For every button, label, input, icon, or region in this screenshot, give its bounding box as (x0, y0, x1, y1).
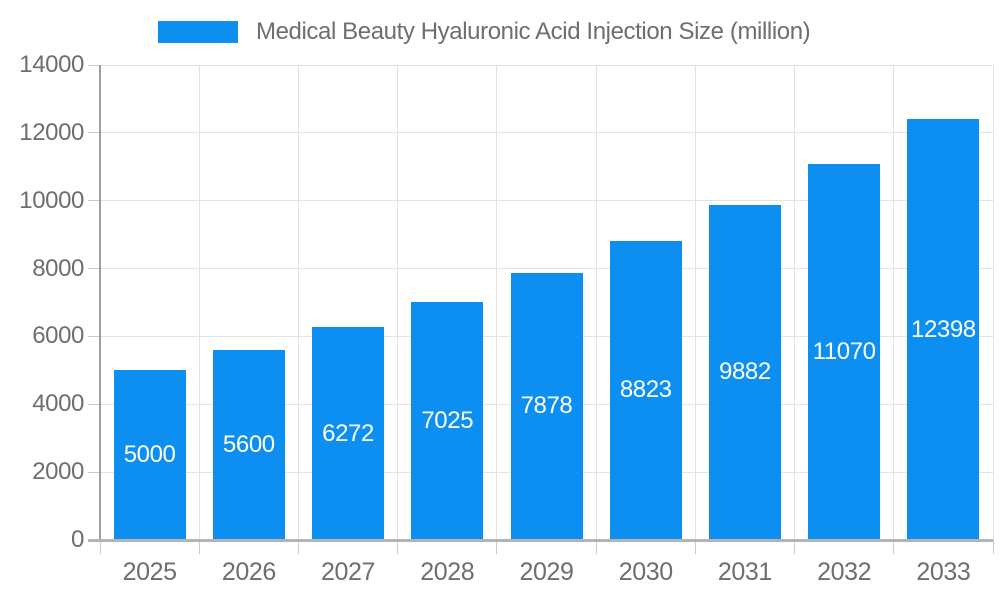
bar-value-label: 12398 (911, 315, 976, 343)
y-axis-tick (88, 132, 100, 134)
bar-2029[interactable] (510, 272, 583, 540)
x-axis-label: 2025 (122, 558, 177, 586)
gridline-vertical (992, 65, 994, 540)
x-axis-label: 2027 (321, 558, 376, 586)
y-axis-tick (88, 335, 100, 337)
y-axis-label: 10000 (19, 186, 84, 214)
bar-2027[interactable] (312, 327, 385, 540)
bar-value-label: 7025 (421, 406, 474, 434)
x-axis-tick (397, 540, 399, 554)
x-axis-tick (198, 540, 200, 554)
gridline-vertical (496, 65, 498, 540)
chart-legend: Medical Beauty Hyaluronic Acid Injection… (158, 18, 811, 45)
y-axis-line (99, 65, 101, 540)
x-axis-label: 2032 (817, 558, 872, 586)
legend-swatch (158, 21, 238, 43)
x-axis-label: 2026 (221, 558, 276, 586)
y-axis-label: 6000 (32, 322, 84, 350)
gridline-horizontal (100, 132, 993, 134)
x-axis-tick (893, 540, 895, 554)
gridline-vertical (893, 65, 895, 540)
bar-2030[interactable] (609, 240, 682, 540)
x-axis-tick (992, 540, 994, 554)
x-axis-tick (496, 540, 498, 554)
x-axis-label: 2033 (916, 558, 971, 586)
x-axis-label: 2029 (519, 558, 574, 586)
bar-2031[interactable] (708, 204, 781, 540)
y-axis-tick (88, 200, 100, 202)
bar-value-label: 8823 (619, 376, 672, 404)
x-axis-label: 2028 (420, 558, 475, 586)
y-axis-tick (88, 403, 100, 405)
x-axis-line (88, 539, 993, 542)
bar-2032[interactable] (808, 164, 881, 540)
plot-area: 0 2000 4000 6000 8000 10000 12000 14000 5000 5600… (19, 51, 994, 586)
gridline-vertical (397, 65, 399, 540)
x-axis-tick (794, 540, 796, 554)
bar-2026[interactable] (212, 350, 285, 540)
gridline-vertical (198, 65, 200, 540)
x-axis-tick (595, 540, 597, 554)
x-axis-tick (694, 540, 696, 554)
gridline-vertical (794, 65, 796, 540)
y-axis-label: 14000 (19, 51, 84, 78)
legend-label: Medical Beauty Hyaluronic Acid Injection… (256, 18, 811, 45)
x-axis-label: 2030 (618, 558, 673, 586)
gridline-vertical (297, 65, 299, 540)
y-axis-tick (88, 64, 100, 66)
x-axis-label: 2031 (717, 558, 772, 586)
y-axis-label: 12000 (19, 118, 84, 146)
bar-2028[interactable] (411, 301, 484, 540)
bar-value-label: 5000 (123, 441, 176, 469)
bar-value-label: 11070 (812, 338, 876, 366)
y-axis-label: 0 (71, 526, 84, 553)
bar-value-label: 6272 (322, 419, 374, 447)
x-axis-tick (99, 540, 101, 554)
y-axis-label: 4000 (32, 390, 84, 418)
bar-2025[interactable] (113, 370, 186, 540)
gridline-horizontal (100, 200, 993, 202)
bar-value-label: 9882 (719, 358, 771, 386)
y-axis-tick (88, 268, 100, 270)
y-axis-tick (88, 471, 100, 473)
x-axis-tick (297, 540, 299, 554)
y-axis-label: 2000 (32, 458, 84, 486)
gridline-horizontal (100, 64, 993, 66)
gridline-horizontal (100, 268, 993, 270)
bar-value-label: 5600 (222, 431, 275, 458)
gridline-vertical (694, 65, 696, 540)
y-axis-label: 8000 (32, 254, 84, 282)
gridline-vertical (595, 65, 597, 540)
bar-2033[interactable] (907, 119, 980, 540)
bar-value-label: 7878 (520, 392, 573, 420)
